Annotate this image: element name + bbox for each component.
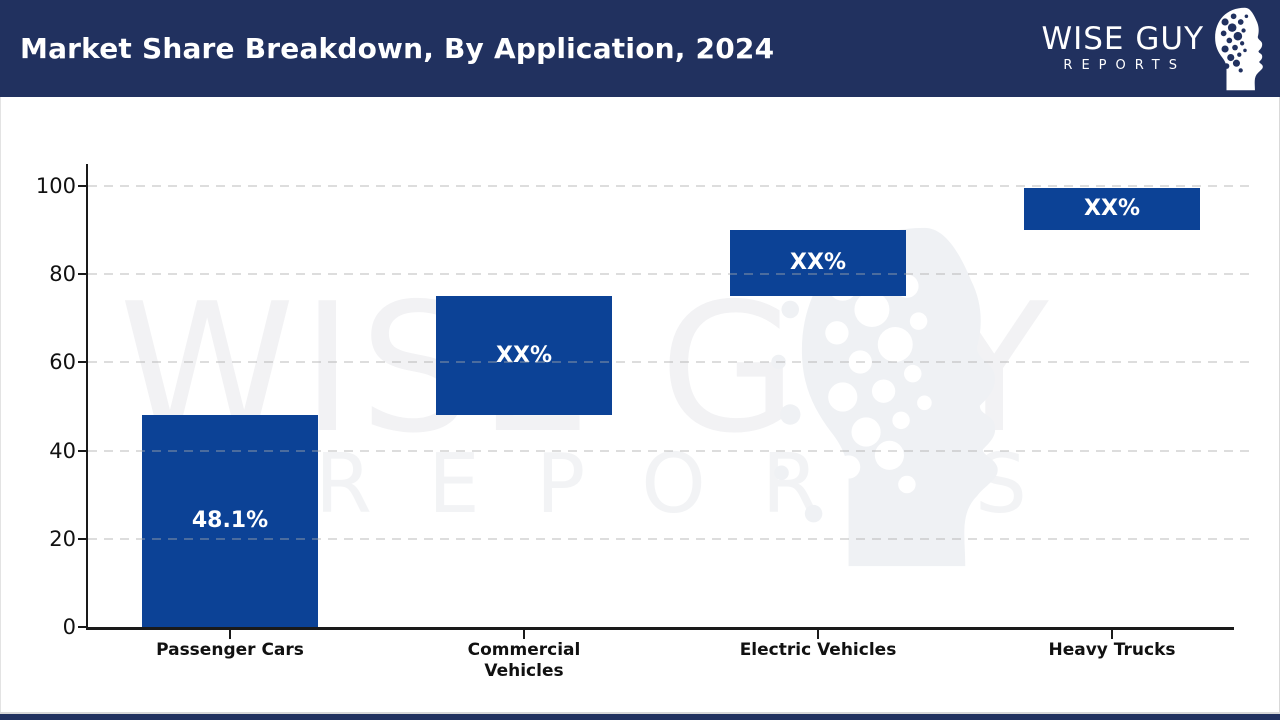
gridline-100 — [88, 185, 1256, 187]
x-tick-label-passenger-cars: Passenger Cars — [156, 640, 304, 660]
gridline-60 — [88, 361, 1256, 364]
bar-electric-vehicles: XX% — [730, 230, 906, 296]
y-tick-label-60: 60 — [49, 350, 76, 375]
gridline-80 — [88, 273, 1256, 276]
x-tick-mark-electric-vehicles — [817, 630, 819, 639]
header-band: Market Share Breakdown, By Application, … — [0, 0, 1280, 97]
logo-head-icon — [1215, 7, 1263, 90]
y-tick-mark-0 — [78, 626, 87, 628]
x-tick-mark-passenger-cars — [229, 630, 231, 639]
footer-divider — [0, 712, 1280, 714]
y-axis-spine — [86, 164, 88, 630]
gridline-20 — [88, 537, 1256, 540]
x-tick-mark-commercial-vehicles — [523, 630, 525, 639]
x-tick-label-commercial-vehicles: Commercial Vehicles — [467, 640, 581, 681]
y-tick-label-100: 100 — [35, 174, 76, 198]
logo-subtext: REPORTS — [1063, 58, 1187, 73]
bar-value-label-commercial-vehicles: XX% — [496, 342, 552, 368]
x-tick-label-electric-vehicles: Electric Vehicles — [739, 640, 897, 660]
y-tick-mark-100 — [78, 185, 87, 187]
y-tick-label-0: 0 — [62, 615, 76, 639]
y-tick-mark-20 — [78, 537, 87, 540]
wise-guy-logo: WISE GUY REPORTS — [1041, 0, 1272, 97]
gridline-40 — [88, 449, 1256, 452]
logo-text: WISE GUY REPORTS — [1041, 21, 1204, 74]
y-tick-label-20: 20 — [49, 526, 76, 551]
y-tick-mark-60 — [78, 361, 87, 364]
bar-heavy-trucks: XX% — [1024, 187, 1200, 231]
x-tick-mark-heavy-trucks — [1111, 630, 1113, 639]
y-tick-label-80: 80 — [49, 262, 76, 287]
bar-passenger-cars: 48.1% — [142, 414, 318, 627]
x-tick-label-heavy-trucks: Heavy Trucks — [1048, 640, 1176, 660]
y-tick-mark-40 — [78, 449, 87, 452]
bar-value-label-electric-vehicles: XX% — [790, 250, 846, 276]
bar-value-label-passenger-cars: 48.1% — [191, 508, 269, 534]
bar-value-label-heavy-trucks: XX% — [1084, 196, 1140, 222]
y-tick-mark-80 — [78, 273, 87, 276]
bar-commercial-vehicles: XX% — [436, 295, 612, 415]
footer-band — [0, 714, 1280, 720]
page-title: Market Share Breakdown, By Application, … — [20, 32, 775, 65]
y-tick-label-40: 40 — [49, 438, 76, 463]
x-axis-line — [86, 627, 1234, 630]
logo-wordmark: WISE GUY — [1041, 21, 1204, 57]
